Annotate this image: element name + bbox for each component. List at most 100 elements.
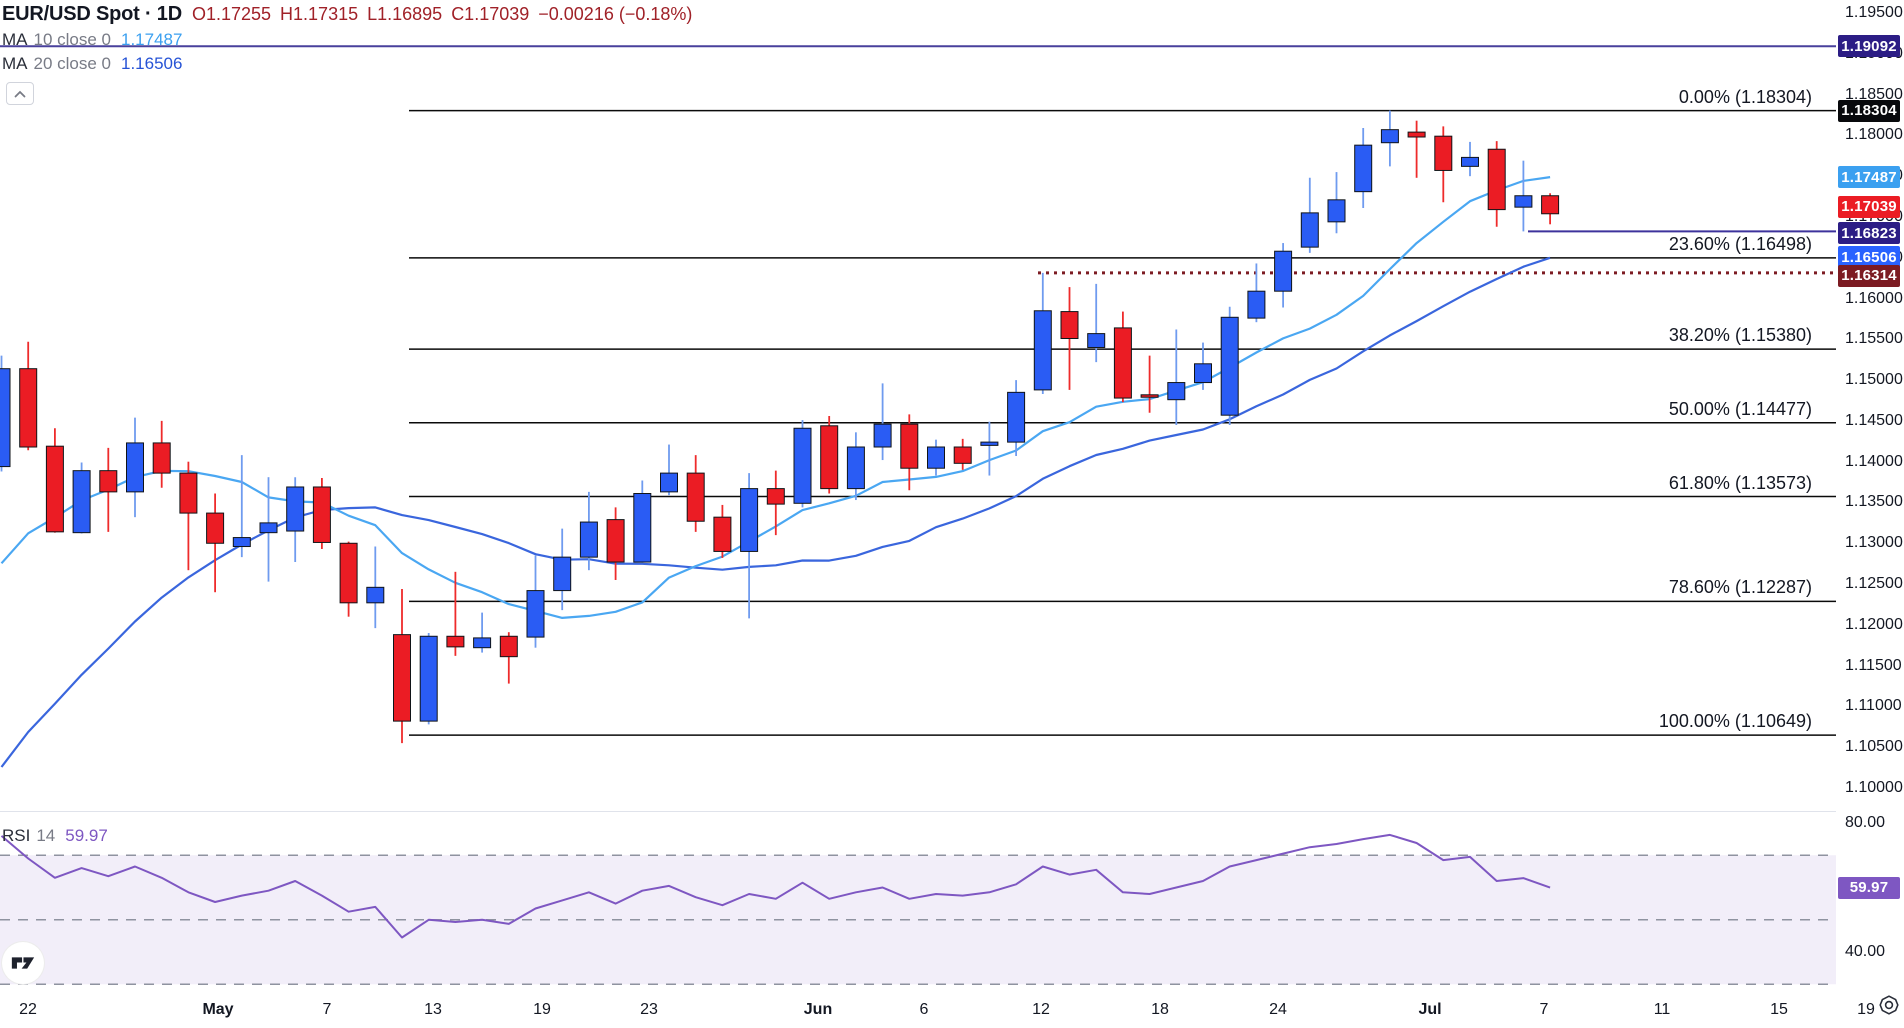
legend-collapse-button[interactable]	[6, 82, 34, 105]
ohlc-open: O1.17255	[191, 4, 272, 24]
candle-body	[553, 556, 572, 592]
price-tick-1.15500: 1.15500	[1845, 330, 1903, 348]
ma10-name: MA	[2, 30, 28, 49]
candle-body	[366, 586, 385, 604]
candle-body	[232, 537, 251, 548]
price-badge-1.16314: 1.16314	[1838, 264, 1900, 287]
price-badge-1.16823: 1.16823	[1838, 222, 1900, 245]
price-tick-1.10000: 1.10000	[1845, 779, 1903, 796]
price-tick-1.19500: 1.19500	[1845, 4, 1903, 21]
candle-body	[606, 519, 625, 563]
time-label-19: 19	[533, 1001, 551, 1018]
candle-body	[126, 442, 144, 493]
candle-body	[1541, 195, 1560, 215]
candle-body	[980, 441, 999, 446]
candle-body	[927, 446, 945, 469]
time-label-Jun: Jun	[803, 1001, 833, 1018]
candle-body	[1247, 290, 1266, 319]
candle-body	[820, 425, 839, 490]
candle-body	[1113, 327, 1132, 399]
price-pane[interactable]	[0, 0, 1836, 811]
fib-label-78.60: 78.60% (1.12287)	[1668, 577, 1812, 598]
symbol-title[interactable]: EUR/USD Spot · 1D	[2, 3, 182, 25]
candle-body	[1033, 310, 1052, 391]
rsi-pane[interactable]	[0, 812, 1836, 990]
price-tick-1.18000: 1.18000	[1845, 126, 1903, 144]
pane-separator-top[interactable]	[0, 811, 1904, 812]
time-axis[interactable]: 22 May 7 13 19 23 Jun 6 12 18 24 Jul 7 11 15 19	[0, 990, 1904, 1028]
gear-icon	[1879, 995, 1899, 1015]
price-axis[interactable]: 1.195001.190001.185001.180001.175001.170…	[1836, 0, 1904, 990]
candle-body	[1194, 363, 1212, 384]
ma20-legend[interactable]: MA 20 close 0 1.16506	[2, 52, 701, 74]
ohlc-high: H1.17315	[280, 4, 359, 24]
price-tick-1.12500: 1.12500	[1845, 575, 1903, 593]
ohlc-change: −0.00216 (−0.18%)	[538, 4, 693, 24]
candle-body	[686, 472, 705, 522]
time-label-23: 23	[640, 1001, 658, 1018]
candle-body	[473, 637, 492, 649]
price-tick-1.11000: 1.11000	[1845, 697, 1902, 715]
candle-body	[1327, 199, 1346, 223]
time-label-Jul: Jul	[1418, 1001, 1442, 1018]
price-tick-1.11500: 1.11500	[1845, 656, 1902, 674]
candle-body	[846, 446, 865, 490]
candle-body	[446, 635, 465, 648]
time-label-7: 7	[1539, 1001, 1549, 1018]
price-badge-1.17039: 1.17039	[1838, 195, 1900, 218]
time-label-24: 24	[1269, 1001, 1287, 1018]
rsi-value: 59.97	[65, 826, 108, 845]
time-label-May: May	[202, 1001, 234, 1018]
candlestick-series[interactable]	[0, 110, 1560, 744]
price-tick-1.12000: 1.12000	[1845, 615, 1903, 633]
fib-label-23.60: 23.60% (1.16498)	[1668, 233, 1812, 254]
price-tick-1.10500: 1.10500	[1845, 738, 1903, 756]
candle-body	[499, 635, 518, 658]
time-label-7: 7	[322, 1001, 332, 1018]
candle-body	[526, 590, 545, 638]
candle-body	[1407, 131, 1426, 138]
tradingview-logo[interactable]	[2, 942, 44, 984]
candle-body	[900, 423, 919, 469]
time-label-15: 15	[1770, 1001, 1788, 1018]
candle-body	[1060, 311, 1079, 340]
candle-body	[312, 486, 331, 543]
axis-settings-gear-icon[interactable]	[1877, 993, 1901, 1017]
time-label-22: 22	[19, 1001, 37, 1018]
candle-body	[633, 493, 652, 563]
price-badge-1.16506: 1.16506	[1838, 246, 1900, 269]
ma20-params: 20 close 0	[33, 54, 112, 73]
candle-body	[1140, 394, 1159, 398]
rsi-legend[interactable]: RSI 14 59.97	[2, 824, 108, 846]
fib-label-61.80: 61.80% (1.13573)	[1668, 472, 1812, 493]
candle-body	[152, 442, 171, 474]
chevron-up-icon	[14, 90, 26, 97]
candle-body	[740, 488, 759, 552]
time-label-12: 12	[1032, 1001, 1050, 1018]
candle-body	[72, 470, 91, 534]
symbol-row[interactable]: EUR/USD Spot · 1D O1.17255 H1.17315 L1.168…	[2, 2, 701, 26]
candle-body	[1487, 148, 1506, 211]
fib-label-100.00: 100.00% (1.10649)	[1658, 711, 1812, 732]
price-tick-1.16000: 1.16000	[1845, 289, 1903, 307]
rsi-tick-40.00: 40.00	[1845, 943, 1886, 960]
ma20-name: MA	[2, 54, 28, 73]
candle-body	[1167, 382, 1186, 401]
price-tick-1.13000: 1.13000	[1845, 534, 1903, 552]
price-tick-1.14500: 1.14500	[1845, 411, 1903, 429]
candle-body	[339, 542, 358, 604]
ma10-params: 10 close 0	[33, 30, 112, 49]
ma10-legend[interactable]: MA 10 close 0 1.17487	[2, 28, 701, 50]
candle-body	[1220, 316, 1239, 416]
price-tick-1.18500: 1.18500	[1845, 85, 1903, 103]
candle-body	[45, 445, 64, 533]
candle-body	[19, 368, 38, 448]
tradingview-logo-icon	[11, 957, 35, 969]
ohlc-values: O1.17255 H1.17315 L1.16895 C1.17039 −0.00216…	[192, 2, 701, 26]
candle-body	[393, 634, 411, 722]
time-label-18: 18	[1151, 1001, 1169, 1018]
rsi-params: 14	[36, 826, 56, 845]
candle-body	[1007, 391, 1026, 443]
time-label-19: 19	[1857, 1001, 1875, 1018]
candle-body	[660, 472, 678, 493]
